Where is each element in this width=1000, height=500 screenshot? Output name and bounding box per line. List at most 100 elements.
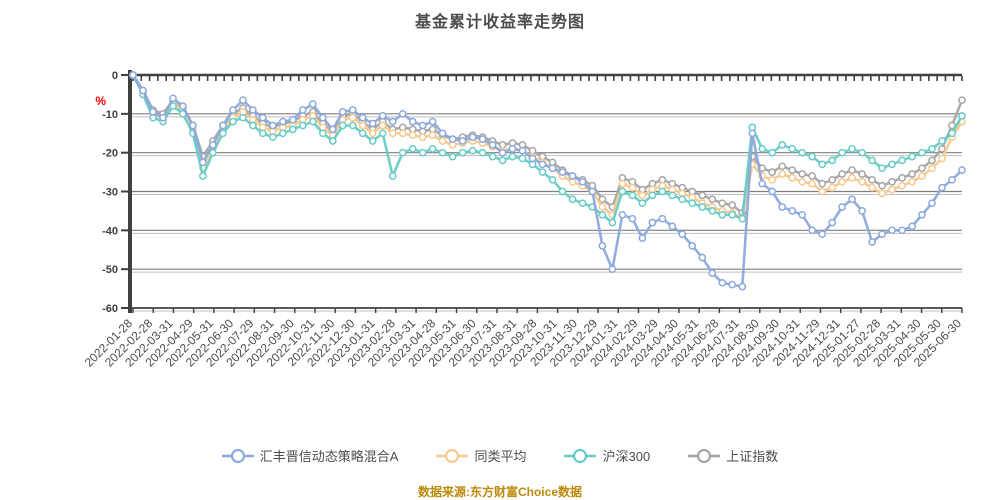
series-marker [129, 71, 137, 79]
series-marker [728, 280, 737, 289]
series-marker [868, 156, 876, 165]
series-marker [628, 191, 637, 200]
series-marker [149, 108, 157, 116]
series-marker [738, 214, 747, 223]
legend-item-3[interactable]: 上证指数 [688, 446, 778, 465]
series-marker [648, 191, 657, 200]
series-marker [558, 187, 567, 196]
series-marker [778, 141, 787, 149]
series-marker [199, 158, 207, 167]
series-marker [938, 137, 946, 145]
series-marker [788, 174, 797, 182]
series-marker [858, 207, 866, 215]
series-marker [608, 218, 617, 227]
series-marker [828, 156, 837, 165]
series-marker [448, 152, 457, 161]
series-marker [918, 210, 926, 219]
series-marker [498, 156, 507, 165]
series-marker [948, 175, 956, 184]
series-marker [288, 125, 297, 134]
series-marker [758, 144, 767, 153]
series-marker [628, 214, 637, 223]
series-marker [438, 148, 447, 157]
series-marker [898, 156, 906, 165]
series-marker [408, 117, 417, 126]
series-marker [498, 148, 507, 157]
series-marker [448, 135, 457, 143]
series-marker [418, 121, 427, 130]
series-marker [838, 148, 846, 157]
chart-legend: 汇丰晋信动态策略混合A 同类平均 沪深300 上证指数 [0, 446, 1000, 465]
y-tick-label: -50 [102, 264, 118, 276]
series-marker [768, 168, 777, 176]
series-marker [868, 238, 876, 246]
series-marker [688, 199, 697, 208]
series-marker [388, 129, 397, 138]
legend-item-2[interactable]: 沪深300 [564, 446, 650, 465]
series-marker [798, 177, 807, 186]
series-marker [858, 170, 866, 178]
series-marker [878, 189, 886, 198]
series-marker [908, 177, 916, 186]
series-marker [798, 210, 807, 219]
series-line-沪深300 [131, 73, 964, 224]
series-marker [928, 144, 936, 153]
series-marker [318, 129, 327, 138]
series-marker [348, 121, 357, 130]
series-marker [658, 214, 667, 223]
series-marker [868, 175, 876, 184]
series-marker [458, 137, 467, 145]
series-marker [938, 183, 946, 192]
series-marker [388, 117, 397, 126]
series-marker [278, 117, 287, 126]
series-marker [179, 102, 187, 110]
series-marker [428, 117, 437, 126]
series-marker [768, 175, 777, 184]
series-marker [189, 121, 197, 130]
series-marker [278, 129, 287, 138]
series-marker [808, 152, 817, 161]
series-marker [368, 129, 377, 138]
series-marker [818, 179, 827, 188]
series-marker [578, 177, 587, 186]
series-marker [398, 109, 407, 118]
series-marker [788, 144, 797, 153]
legend-item-0[interactable]: 汇丰晋信动态策略混合A [221, 446, 398, 465]
series-marker [718, 199, 727, 208]
series-marker [618, 187, 627, 196]
series-marker [438, 137, 447, 145]
series-marker [908, 152, 916, 161]
chart-canvas: 0-10-20-30-40-50-60%2022-01-282022-02-28… [82, 70, 966, 370]
series-marker [668, 222, 677, 231]
series-marker [798, 170, 807, 178]
series-marker [958, 166, 966, 174]
y-tick-label: 0 [112, 70, 118, 82]
series-marker [358, 129, 367, 138]
legend-marker-icon [564, 448, 597, 463]
legend-item-1[interactable]: 同类平均 [436, 446, 526, 465]
series-marker [698, 253, 707, 262]
legend-label: 上证指数 [726, 449, 779, 464]
series-marker [588, 187, 597, 196]
series-marker [918, 172, 926, 180]
series-marker [798, 148, 807, 157]
series-marker [548, 164, 557, 173]
series-marker [249, 106, 257, 114]
series-marker [358, 121, 367, 130]
series-marker [748, 129, 757, 138]
series-marker [368, 119, 377, 128]
y-tick-label: -40 [102, 225, 118, 237]
series-marker [428, 144, 437, 153]
series-marker [338, 121, 347, 130]
series-marker [718, 210, 727, 219]
series-marker [298, 106, 307, 114]
series-marker [958, 111, 966, 120]
series-marker [938, 154, 946, 163]
series-marker [348, 106, 357, 114]
series-marker [578, 199, 587, 208]
series-marker [858, 177, 866, 186]
series-marker [398, 129, 407, 138]
series-marker [858, 148, 866, 157]
series-marker [868, 183, 876, 192]
series-marker [818, 230, 827, 239]
